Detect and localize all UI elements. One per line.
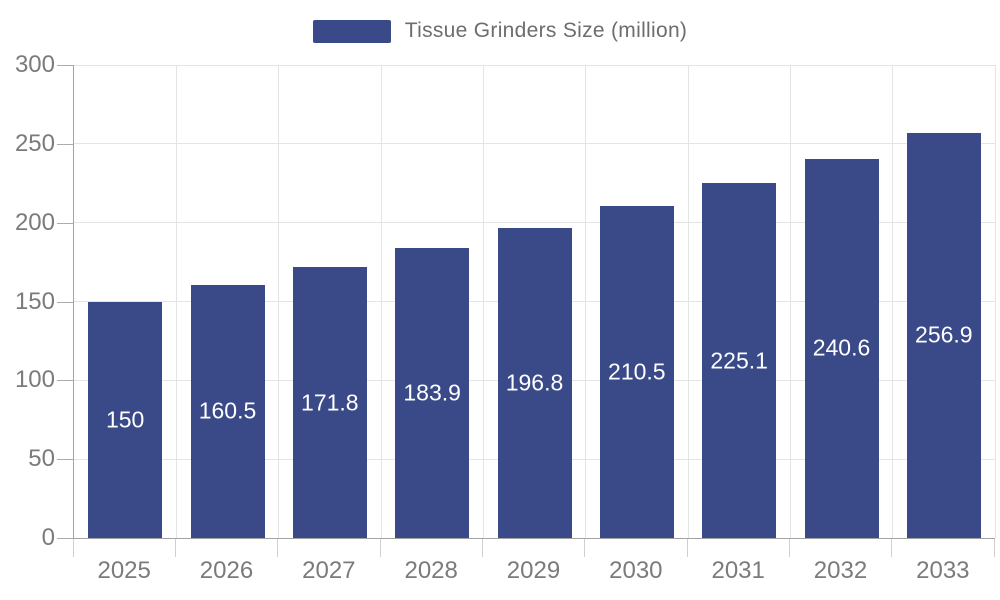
v-gridline xyxy=(175,65,177,538)
x-tick-label: 2033 xyxy=(916,557,970,584)
legend-swatch xyxy=(312,19,391,43)
bar[interactable]: 183.9 xyxy=(395,248,470,538)
bar[interactable]: 160.5 xyxy=(190,284,265,538)
bar-value-label: 160.5 xyxy=(198,397,257,424)
x-tick-label: 2030 xyxy=(609,557,663,584)
v-gridline xyxy=(892,65,894,538)
y-tick xyxy=(57,301,73,303)
v-gridline xyxy=(380,65,382,538)
y-tick-label: 50 xyxy=(28,445,55,473)
x-tick-label: 2032 xyxy=(813,557,868,584)
bar-value-label: 150 xyxy=(105,406,145,433)
bar-value-label: 171.8 xyxy=(301,389,359,416)
bar[interactable]: 210.5 xyxy=(599,206,674,538)
bar-value-label: 210.5 xyxy=(608,358,666,385)
x-tick-label: 2029 xyxy=(506,557,561,584)
x-tick xyxy=(481,539,483,557)
v-gridline xyxy=(278,65,280,538)
h-gridline xyxy=(74,143,995,145)
v-gridline xyxy=(789,65,791,538)
bar[interactable]: 196.8 xyxy=(497,227,572,538)
v-gridline xyxy=(482,65,484,538)
x-tick-label: 2027 xyxy=(302,557,356,584)
plot-area: 150 160.5 171.8 183.9 196.8 210.5 225.1 240.6 25… xyxy=(73,64,996,539)
y-tick-label: 200 xyxy=(14,208,55,236)
x-tick-label: 2028 xyxy=(404,557,458,584)
y-tick xyxy=(57,222,73,224)
v-gridline xyxy=(585,65,587,538)
y-tick-label: 0 xyxy=(41,524,55,551)
v-gridline xyxy=(687,65,689,538)
h-gridline xyxy=(74,64,995,66)
x-tick xyxy=(379,539,381,557)
x-tick-label: 2026 xyxy=(199,557,254,584)
y-tick-label: 250 xyxy=(14,129,55,157)
y-tick xyxy=(57,380,73,382)
x-tick-label: 2025 xyxy=(97,557,151,584)
bar-value-label: 256.9 xyxy=(915,321,973,348)
x-tick xyxy=(72,539,74,557)
x-tick xyxy=(891,539,893,557)
h-gridline xyxy=(74,222,995,224)
v-gridline xyxy=(994,65,996,538)
y-tick xyxy=(57,459,73,461)
y-tick xyxy=(57,143,73,145)
x-tick xyxy=(174,539,176,557)
y-tick-label: 100 xyxy=(14,366,55,394)
bar[interactable]: 256.9 xyxy=(906,132,981,538)
x-tick-label: 2031 xyxy=(711,557,765,584)
bar-value-label: 240.6 xyxy=(812,334,871,361)
x-tick xyxy=(277,539,279,557)
y-tick xyxy=(57,65,73,66)
bar-value-label: 225.1 xyxy=(710,347,768,374)
bar-value-label: 196.8 xyxy=(505,369,564,396)
bar[interactable]: 150 xyxy=(88,301,163,538)
y-tick xyxy=(57,538,73,539)
bar[interactable]: 171.8 xyxy=(292,267,367,538)
legend-label: Tissue Grinders Size (million) xyxy=(404,19,688,42)
y-tick-label: 150 xyxy=(14,287,55,315)
legend-item[interactable]: Tissue Grinders Size (million) xyxy=(0,19,1000,43)
x-tick xyxy=(993,539,995,557)
y-tick-label: 300 xyxy=(14,51,55,78)
bar-value-label: 183.9 xyxy=(403,379,461,406)
x-tick xyxy=(788,539,790,557)
x-tick xyxy=(584,539,586,557)
bar[interactable]: 240.6 xyxy=(804,158,879,538)
x-tick xyxy=(686,539,688,557)
bar[interactable]: 225.1 xyxy=(702,183,777,538)
